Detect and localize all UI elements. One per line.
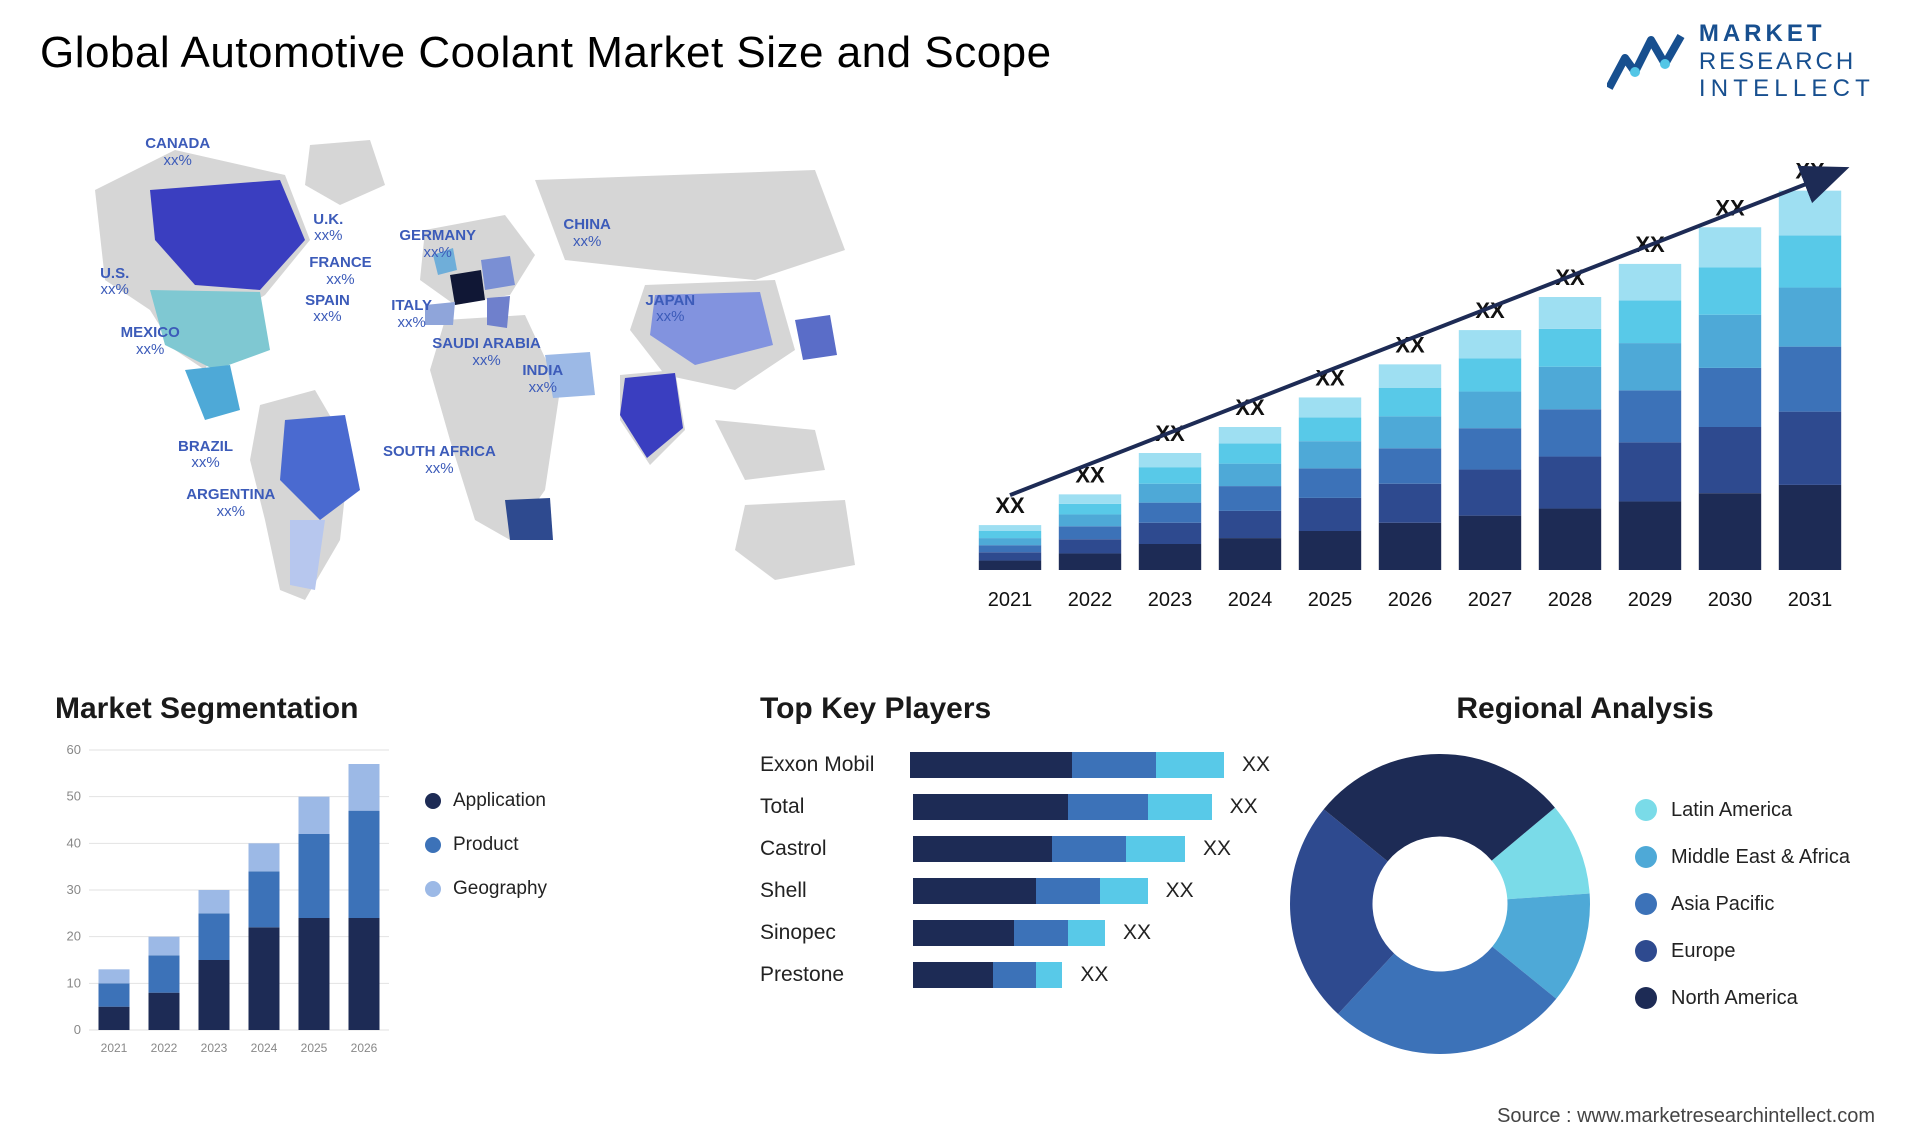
svg-text:2024: 2024 <box>1228 589 1273 611</box>
svg-text:2030: 2030 <box>1708 589 1753 611</box>
source-attribution: Source : www.marketresearchintellect.com <box>1497 1105 1875 1128</box>
regional-title: Regional Analysis <box>1280 692 1890 726</box>
key-player-value: XX <box>1230 795 1258 819</box>
key-player-value: XX <box>1203 837 1231 861</box>
regional-legend-item: Asia Pacific <box>1635 893 1850 916</box>
growth-bar-chart: XX2021XX2022XX2023XX2024XX2025XX2026XX20… <box>950 140 1870 620</box>
map-label-france: FRANCExx% <box>309 255 372 288</box>
svg-text:2021: 2021 <box>101 1041 128 1055</box>
key-player-value: XX <box>1242 753 1270 777</box>
key-player-name: Sinopec <box>760 921 895 945</box>
key-player-row: Prestone XX <box>760 962 1270 988</box>
map-label-brazil: BRAZILxx% <box>178 439 233 472</box>
svg-text:30: 30 <box>67 882 81 897</box>
svg-text:40: 40 <box>67 835 81 850</box>
segmentation-chart: 0 10 20 30 40 50 60 2021 2022 2023 2024 2025 2026 <box>55 740 395 1060</box>
key-player-name: Castrol <box>760 837 895 861</box>
page-title: Global Automotive Coolant Market Size an… <box>40 28 1052 78</box>
regional-legend-item: Europe <box>1635 940 1850 963</box>
seg-legend-item: Application <box>425 790 547 812</box>
key-player-value: XX <box>1166 879 1194 903</box>
key-player-name: Total <box>760 795 895 819</box>
map-label-germany: GERMANYxx% <box>399 228 476 261</box>
brand-logo: MARKET RESEARCH INTELLECT <box>1607 20 1875 103</box>
mountain-icon <box>1607 30 1685 92</box>
svg-text:20: 20 <box>67 929 81 944</box>
logo-text-1: MARKET <box>1699 20 1875 48</box>
key-player-bar <box>910 752 1224 778</box>
map-label-india: INDIAxx% <box>522 363 563 396</box>
key-players-section: Top Key Players Exxon MobilXXTotalXXCast… <box>760 692 1270 1004</box>
logo-text-3: INTELLECT <box>1699 75 1875 103</box>
svg-text:2031: 2031 <box>1788 589 1833 611</box>
map-label-china: CHINAxx% <box>563 217 611 250</box>
map-label-italy: ITALYxx% <box>391 298 432 331</box>
segmentation-title: Market Segmentation <box>55 692 615 726</box>
svg-text:2025: 2025 <box>301 1041 328 1055</box>
key-players-title: Top Key Players <box>760 692 1270 726</box>
key-player-name: Shell <box>760 879 895 903</box>
market-segmentation-section: Market Segmentation 0 10 20 30 40 50 60 2021 202… <box>55 692 615 1060</box>
regional-donut-chart <box>1280 744 1600 1064</box>
key-player-bar <box>913 794 1212 820</box>
key-player-bar <box>913 836 1185 862</box>
svg-text:2025: 2025 <box>1308 589 1353 611</box>
key-player-value: XX <box>1123 921 1151 945</box>
svg-text:2028: 2028 <box>1548 589 1593 611</box>
key-player-row: Castrol XX <box>760 836 1270 862</box>
svg-text:0: 0 <box>74 1022 81 1037</box>
svg-text:10: 10 <box>67 975 81 990</box>
svg-text:50: 50 <box>67 789 81 804</box>
segmentation-legend: Application Product Geography <box>425 790 547 900</box>
regional-legend-item: Middle East & Africa <box>1635 846 1850 869</box>
key-player-row: Exxon Mobil XX <box>760 752 1270 778</box>
svg-text:2023: 2023 <box>201 1041 228 1055</box>
map-label-u-s-: U.S.xx% <box>100 266 129 299</box>
key-player-row: Total XX <box>760 794 1270 820</box>
svg-text:60: 60 <box>67 742 81 757</box>
key-player-value: XX <box>1080 963 1108 987</box>
key-player-row: Sinopec XX <box>760 920 1270 946</box>
key-player-row: Shell XX <box>760 878 1270 904</box>
svg-text:2022: 2022 <box>151 1041 178 1055</box>
map-label-mexico: MEXICOxx% <box>121 325 180 358</box>
key-player-bar <box>913 878 1148 904</box>
svg-text:2027: 2027 <box>1468 589 1513 611</box>
svg-text:2023: 2023 <box>1148 589 1193 611</box>
regional-legend-item: Latin America <box>1635 799 1850 822</box>
regional-legend: Latin America Middle East & Africa Asia Pa… <box>1635 799 1850 1010</box>
regional-section: Regional Analysis Latin America Middle Ea… <box>1280 692 1890 1064</box>
map-label-u-k-: U.K.xx% <box>313 212 343 245</box>
seg-legend-item: Product <box>425 834 547 856</box>
key-players-chart: Exxon MobilXXTotalXXCastrolXXShellXXSino… <box>760 752 1270 988</box>
key-player-bar <box>913 920 1105 946</box>
regional-legend-item: North America <box>1635 987 1850 1010</box>
map-label-south-africa: SOUTH AFRICAxx% <box>383 444 496 477</box>
world-map: CANADAxx% U.S.xx% MEXICOxx% BRAZILxx% ARGENT… <box>55 120 875 660</box>
map-label-spain: SPAINxx% <box>305 293 350 326</box>
map-label-argentina: ARGENTINAxx% <box>186 487 275 520</box>
map-label-japan: JAPANxx% <box>645 293 695 326</box>
svg-text:2029: 2029 <box>1628 589 1673 611</box>
svg-text:2026: 2026 <box>1388 589 1433 611</box>
key-player-name: Exxon Mobil <box>760 753 892 777</box>
svg-text:2026: 2026 <box>351 1041 378 1055</box>
svg-text:2022: 2022 <box>1068 589 1113 611</box>
seg-legend-item: Geography <box>425 878 547 900</box>
map-label-canada: CANADAxx% <box>145 136 210 169</box>
svg-text:XX: XX <box>995 493 1025 518</box>
key-player-name: Prestone <box>760 963 895 987</box>
svg-text:2021: 2021 <box>988 589 1033 611</box>
svg-text:2024: 2024 <box>251 1041 278 1055</box>
key-player-bar <box>913 962 1062 988</box>
logo-text-2: RESEARCH <box>1699 48 1875 76</box>
